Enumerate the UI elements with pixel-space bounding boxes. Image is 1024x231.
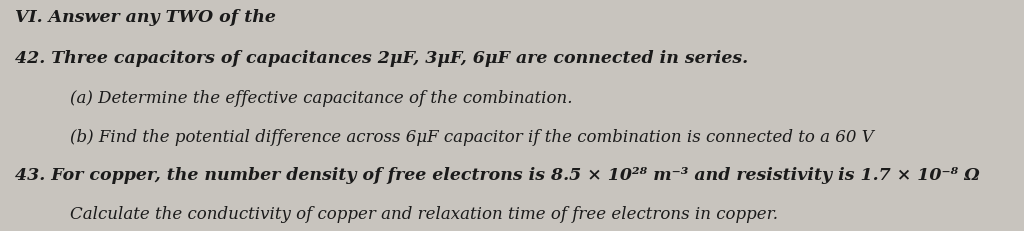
Text: 42. Three capacitors of capacitances 2μF, 3μF, 6μF are connected in series.: 42. Three capacitors of capacitances 2μF… [15, 50, 749, 67]
Text: (b) Find the potential difference across 6μF capacitor if the combination is con: (b) Find the potential difference across… [71, 128, 874, 145]
Text: Calculate the conductivity of copper and relaxation time of free electrons in co: Calculate the conductivity of copper and… [71, 205, 778, 222]
Text: (a) Determine the effective capacitance of the combination.: (a) Determine the effective capacitance … [71, 89, 573, 106]
Text: VI. Answer any TWO of the: VI. Answer any TWO of the [15, 9, 276, 26]
Text: 43. For copper, the number density of free electrons is 8.5 × 10²⁸ m⁻³ and resis: 43. For copper, the number density of fr… [15, 166, 980, 183]
